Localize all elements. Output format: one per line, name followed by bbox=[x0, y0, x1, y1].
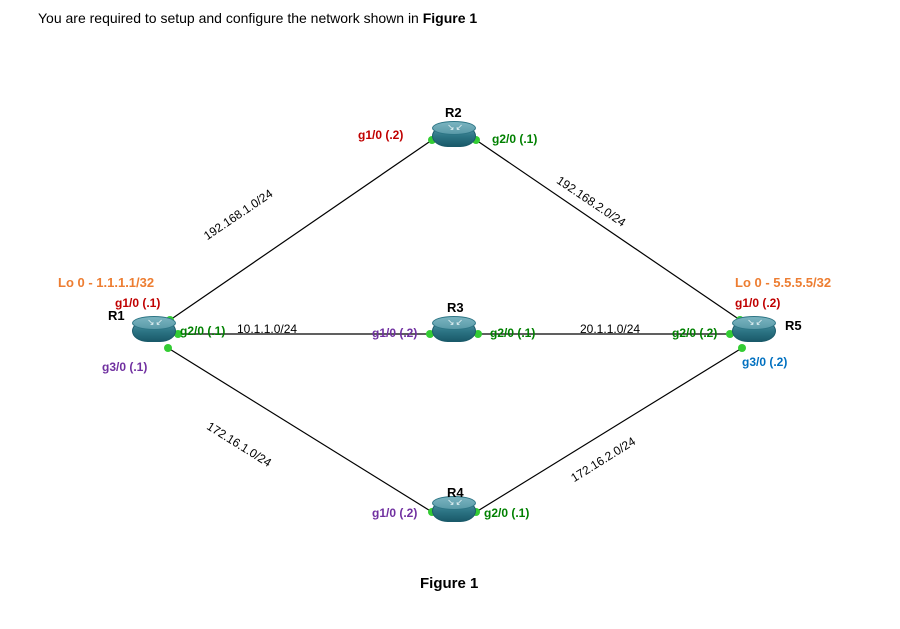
router-top-icon: ↘↙ bbox=[432, 121, 476, 135]
router-top-icon: ↘↙ bbox=[132, 316, 176, 330]
router-r1: ↘↙ bbox=[132, 320, 176, 350]
instruction-bold: Figure 1 bbox=[423, 10, 477, 26]
loopback-label-r1: Lo 0 - 1.1.1.1/32 bbox=[58, 275, 154, 290]
subnet-label: 172.16.2.0/24 bbox=[568, 434, 638, 485]
subnet-label: 10.1.1.0/24 bbox=[237, 322, 297, 336]
loopback-label-r5: Lo 0 - 5.5.5.5/32 bbox=[735, 275, 831, 290]
router-arrows-icon: ↘↙ bbox=[733, 315, 777, 329]
subnet-label: 192.168.1.0/24 bbox=[201, 186, 275, 242]
figure-caption: Figure 1 bbox=[420, 575, 478, 592]
instruction-text: You are required to setup and configure … bbox=[38, 10, 477, 26]
interface-label: g1/0 (.2) bbox=[372, 326, 417, 340]
interface-label: g1/0 (.2) bbox=[358, 128, 403, 142]
interface-label: g1/0 (.1) bbox=[115, 296, 160, 310]
interface-label: g1/0 (.2) bbox=[372, 506, 417, 520]
link-line bbox=[476, 140, 740, 320]
instruction-pre: You are required to setup and configure … bbox=[38, 10, 423, 26]
interface-label: g2/0 (.2) bbox=[672, 326, 717, 340]
router-label-r1: R1 bbox=[108, 308, 125, 323]
router-top-icon: ↘↙ bbox=[432, 316, 476, 330]
router-r5: ↘↙ bbox=[732, 320, 776, 350]
router-top-icon: ↘↙ bbox=[732, 316, 776, 330]
link-line bbox=[476, 348, 742, 512]
interface-label: g2/0 (.1) bbox=[180, 324, 225, 338]
interface-label: g2/0 (.1) bbox=[484, 506, 529, 520]
interface-label: g3/0 (.2) bbox=[742, 355, 787, 369]
interface-label: g2/0 (.1) bbox=[492, 132, 537, 146]
subnet-label: 192.168.2.0/24 bbox=[554, 173, 628, 229]
router-arrows-icon: ↘↙ bbox=[433, 315, 477, 329]
interface-label: g1/0 (.2) bbox=[735, 296, 780, 310]
router-arrows-icon: ↘↙ bbox=[433, 120, 477, 134]
subnet-label: 20.1.1.0/24 bbox=[580, 322, 640, 336]
router-label-r5: R5 bbox=[785, 318, 802, 333]
interface-label: g2/0 (.1) bbox=[490, 326, 535, 340]
router-label-r3: R3 bbox=[447, 300, 464, 315]
interface-label: g3/0 (.1) bbox=[102, 360, 147, 374]
subnet-label: 172.16.1.0/24 bbox=[204, 419, 274, 470]
router-arrows-icon: ↘↙ bbox=[133, 315, 177, 329]
router-r2: ↘↙ bbox=[432, 125, 476, 155]
router-label-r2: R2 bbox=[445, 105, 462, 120]
router-label-r4: R4 bbox=[447, 485, 464, 500]
router-r3: ↘↙ bbox=[432, 320, 476, 350]
router-r4: ↘↙ bbox=[432, 500, 476, 530]
